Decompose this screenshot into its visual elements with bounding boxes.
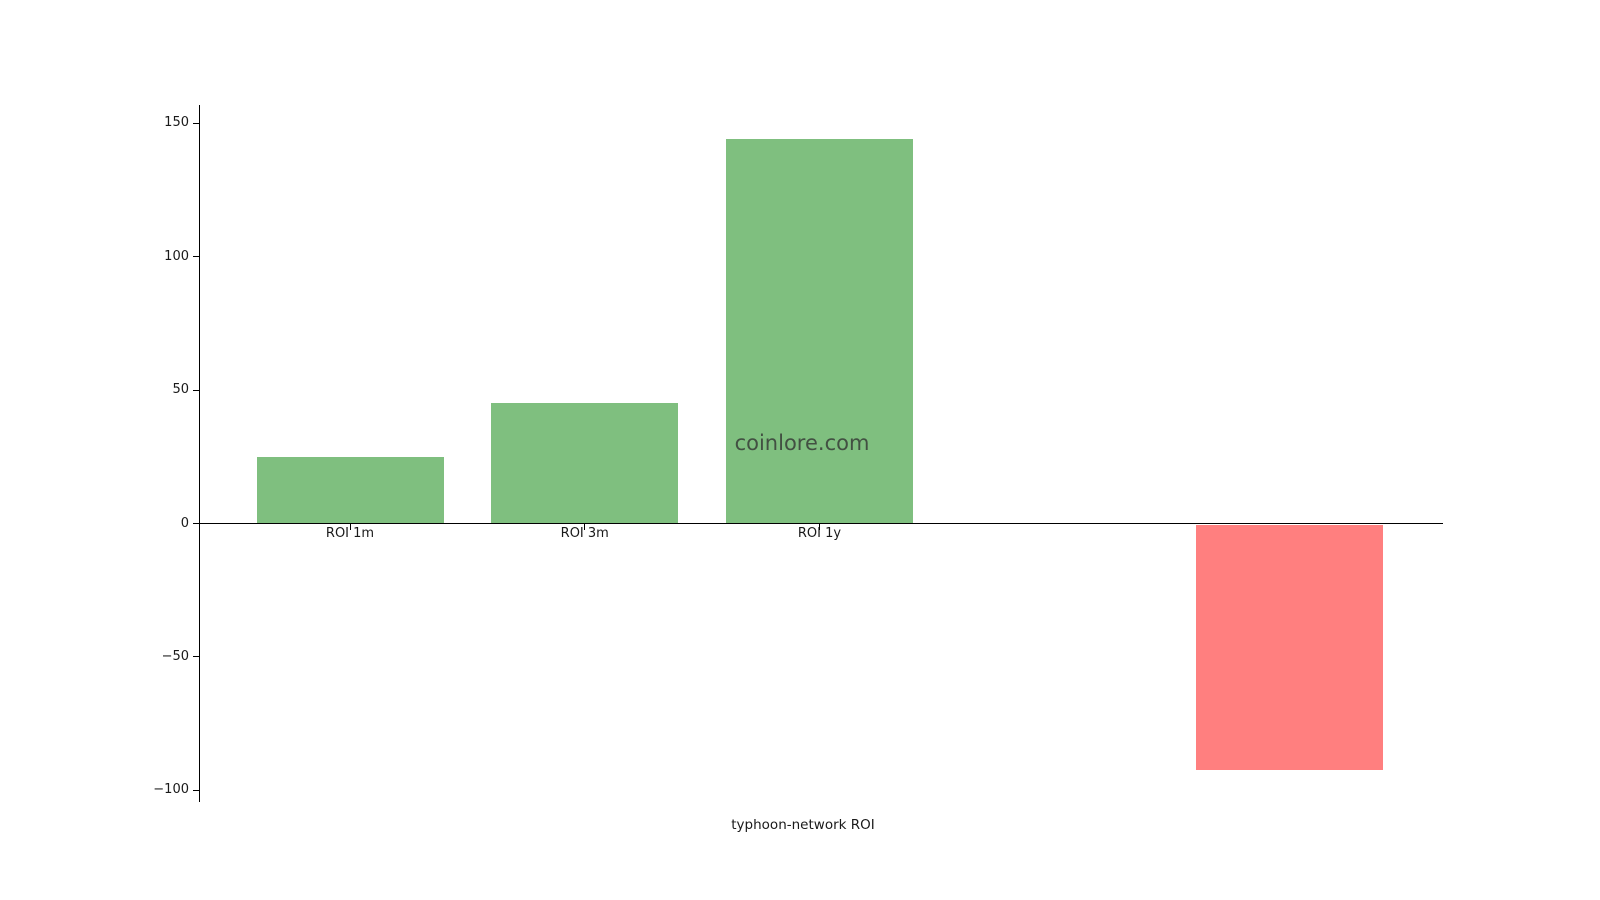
bar-roi-1m <box>256 456 444 524</box>
y-tick-label: 150 <box>164 115 189 131</box>
y-axis-line <box>199 105 201 802</box>
x-tick-mark <box>819 524 820 530</box>
y-tick-mark <box>193 789 200 791</box>
y-tick-label: −50 <box>161 648 189 664</box>
bar-roi-3m <box>491 403 679 524</box>
y-tick-mark <box>193 523 200 524</box>
x-tick-mark <box>349 524 351 530</box>
y-tick-label: −100 <box>153 782 189 798</box>
x-tick-label: ROI 3m <box>560 525 609 541</box>
x-tick-mark <box>584 524 586 530</box>
chart-title: typhoon-network ROI <box>731 817 875 833</box>
watermark-text: coinlore.com <box>734 431 870 455</box>
y-tick-label: 0 <box>180 515 189 531</box>
bar-roi-1y <box>726 139 913 524</box>
bar-bar-5 <box>1195 524 1383 770</box>
y-tick-mark <box>193 256 200 258</box>
y-tick-label: 50 <box>172 382 189 398</box>
y-tick-mark <box>193 656 200 658</box>
y-tick-label: 100 <box>164 248 189 264</box>
x-axis-line <box>199 523 1443 525</box>
y-tick-mark <box>193 122 200 124</box>
x-tick-label: ROI 1y <box>797 525 842 541</box>
x-tick-label: ROI 1m <box>325 525 375 541</box>
y-tick-mark <box>193 389 200 391</box>
